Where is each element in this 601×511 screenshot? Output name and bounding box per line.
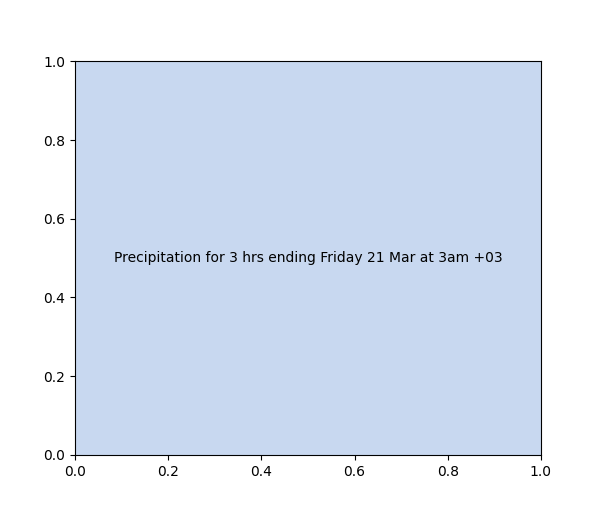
Text: Precipitation for 3 hrs ending Friday 21 Mar at 3am +03: Precipitation for 3 hrs ending Friday 21… bbox=[114, 251, 502, 265]
